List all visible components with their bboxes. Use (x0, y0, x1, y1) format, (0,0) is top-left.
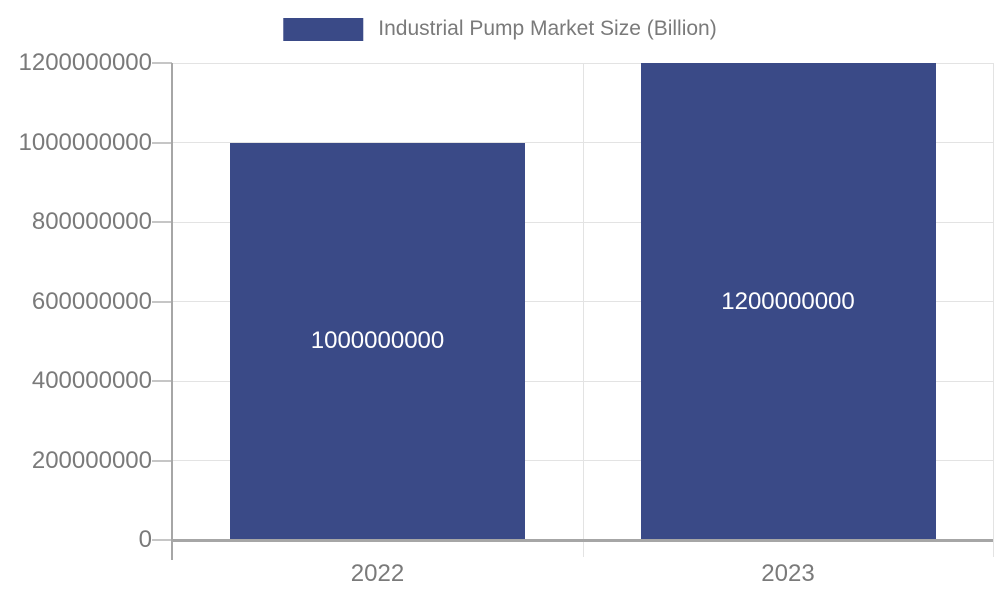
x-axis-category-label: 2023 (761, 560, 815, 587)
y-axis-tick (152, 221, 172, 223)
y-gridline (172, 62, 993, 64)
y-axis-tick-label: 0 (138, 526, 152, 553)
x-axis-category-label: 2022 (350, 560, 405, 587)
y-axis-tick (152, 141, 172, 144)
y-axis-tick-label: 400000000 (31, 367, 152, 394)
y-axis-tick (152, 380, 172, 382)
y-axis-line (171, 63, 173, 560)
x-boundary-gridline (583, 63, 584, 557)
bar-value-label: 1200000000 (721, 287, 855, 315)
y-axis-tick-label: 200000000 (31, 446, 152, 474)
y-axis-tick-label: 1000000000 (18, 128, 152, 156)
y-axis-tick (152, 62, 172, 64)
x-boundary-gridline (993, 63, 994, 557)
y-gridline (172, 460, 993, 461)
bar-2022[interactable] (230, 142, 525, 540)
bar-2023[interactable] (640, 63, 936, 540)
y-axis-tick (152, 300, 172, 303)
y-gridline (172, 301, 993, 302)
bar-value-label: 1000000000 (310, 327, 445, 355)
y-axis-tick (152, 539, 172, 541)
y-axis-tick-label: 800000000 (31, 208, 152, 235)
y-gridline (172, 221, 993, 223)
legend[interactable]: Industrial Pump Market Size (Billion) (283, 17, 717, 41)
y-axis-tick (152, 459, 172, 462)
y-axis-tick-label: 600000000 (31, 287, 152, 315)
x-axis-line (172, 538, 993, 542)
legend-swatch (283, 17, 364, 41)
y-gridline (172, 380, 993, 382)
y-axis-tick-label: 1200000000 (18, 49, 152, 76)
legend-label: Industrial Pump Market Size (Billion) (378, 17, 717, 40)
y-gridline (172, 142, 993, 143)
